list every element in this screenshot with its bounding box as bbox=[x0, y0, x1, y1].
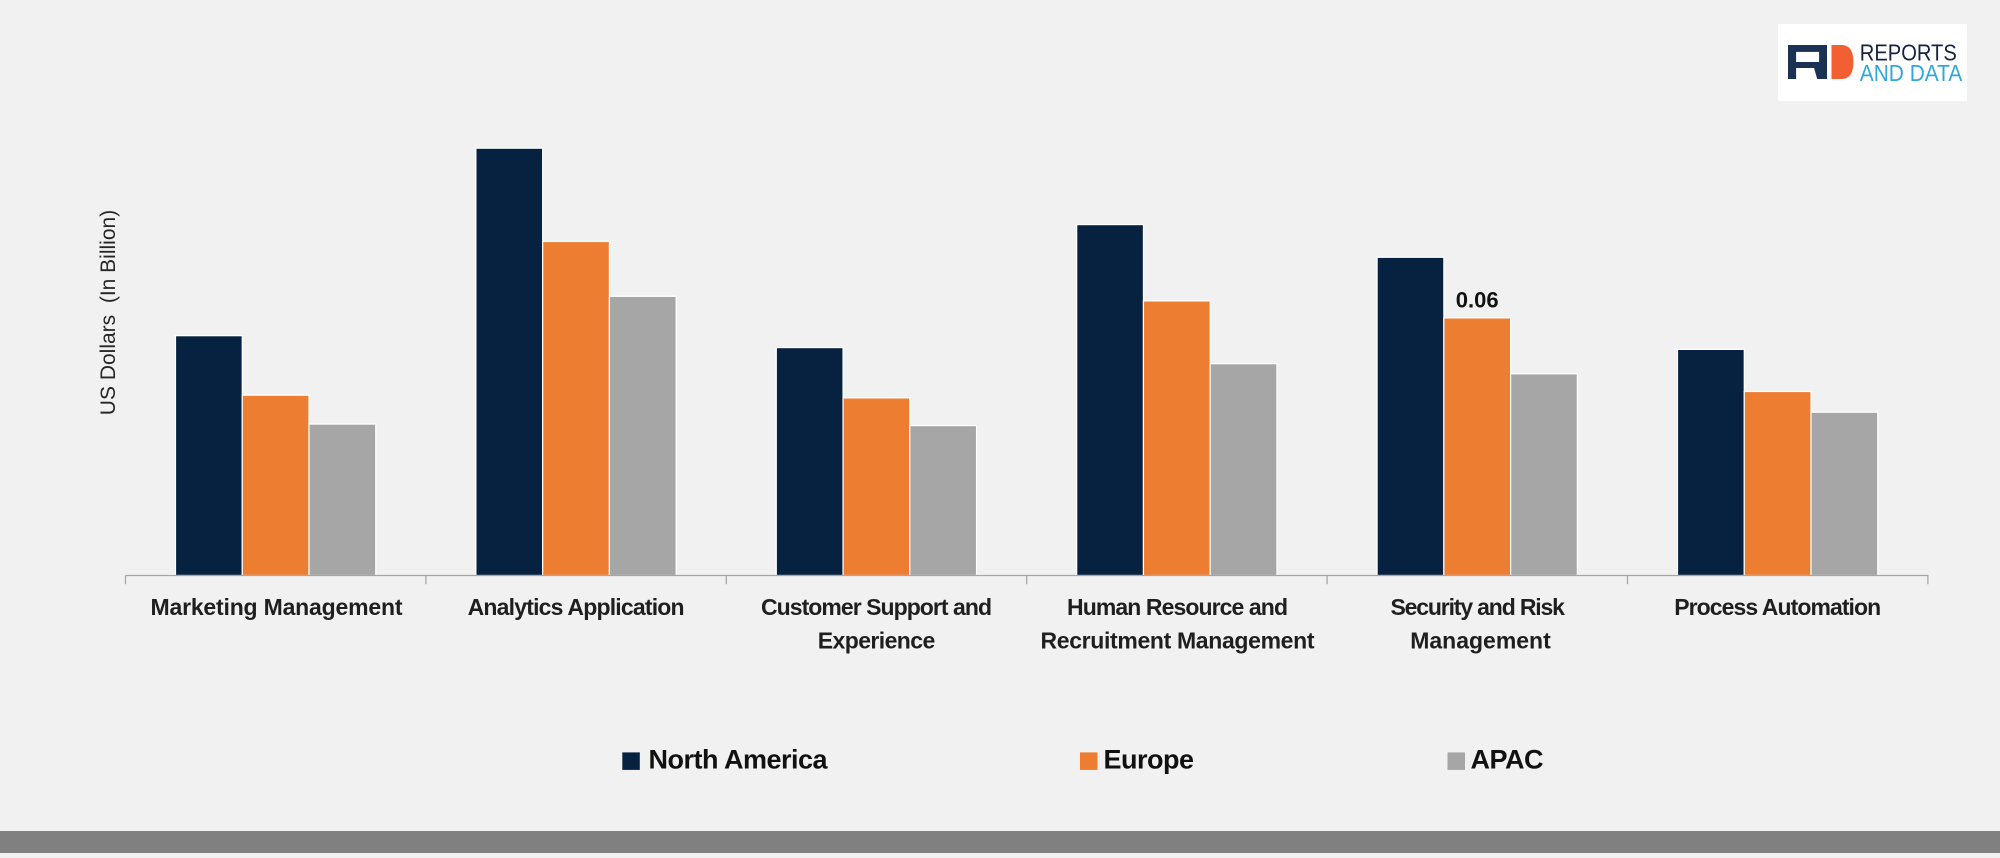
svg-text:Customer Support and: Customer Support and bbox=[761, 594, 992, 620]
svg-text:REPORTS: REPORTS bbox=[1860, 39, 1957, 65]
svg-text:US Dollars (In Billion): US Dollars (In Billion) bbox=[97, 210, 120, 415]
svg-text:Experience: Experience bbox=[818, 628, 936, 654]
svg-text:0.06: 0.06 bbox=[1456, 287, 1499, 312]
svg-text:Analytics Application: Analytics Application bbox=[468, 594, 685, 620]
svg-text:Europe: Europe bbox=[1104, 745, 1194, 775]
svg-text:AND DATA: AND DATA bbox=[1860, 60, 1963, 86]
svg-text:Human Resource and: Human Resource and bbox=[1067, 594, 1288, 620]
svg-text:APAC: APAC bbox=[1471, 745, 1544, 775]
svg-text:Recruitment Management: Recruitment Management bbox=[1041, 628, 1315, 654]
svg-text:Management: Management bbox=[1410, 628, 1551, 654]
svg-text:North America: North America bbox=[649, 745, 829, 775]
svg-text:Process Automation: Process Automation bbox=[1674, 594, 1881, 620]
svg-text:Security and Risk: Security and Risk bbox=[1390, 594, 1565, 620]
svg-text:Marketing Management: Marketing Management bbox=[151, 594, 403, 620]
